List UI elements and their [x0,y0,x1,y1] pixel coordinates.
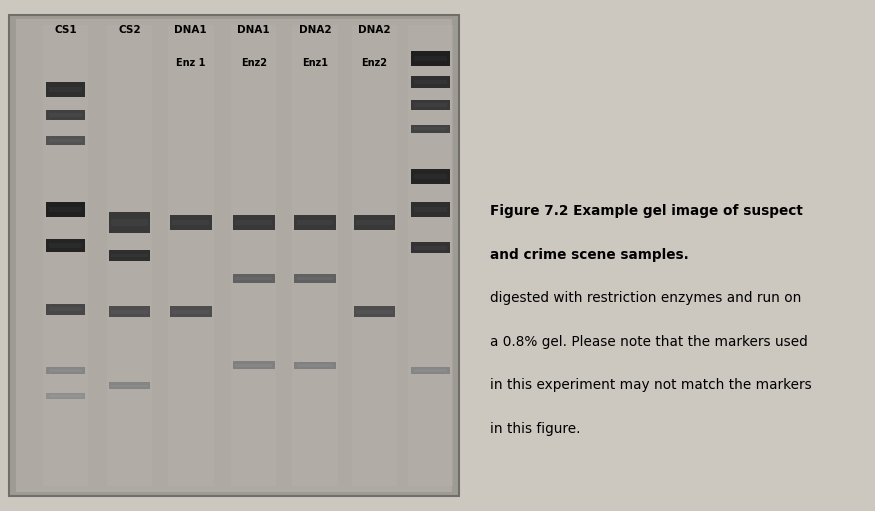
Bar [352,25,397,486]
Bar [111,385,148,387]
Text: CS2: CS2 [118,25,141,35]
Bar [172,310,209,314]
Text: in this experiment may not match the markers: in this experiment may not match the mar… [490,378,812,392]
Bar [297,220,333,225]
Bar [231,25,276,486]
Text: Enz2: Enz2 [241,58,267,68]
Bar [49,113,82,117]
Bar [108,212,150,233]
Text: Enz 1: Enz 1 [176,58,206,68]
Bar [46,304,85,315]
Bar [408,25,453,486]
Bar [46,82,85,97]
Bar [414,369,447,371]
Bar [356,220,393,225]
Bar [108,382,150,389]
Bar [16,19,452,492]
Bar [46,136,85,145]
Bar [49,395,82,397]
Text: DNA1: DNA1 [237,25,270,35]
Bar [414,103,447,106]
Text: Figure 7.2 Example gel image of suspect: Figure 7.2 Example gel image of suspect [490,204,803,218]
Bar [49,87,82,92]
Bar [9,15,459,496]
Bar [356,310,393,314]
Bar [411,169,450,184]
Bar [297,277,333,280]
Bar [111,219,148,226]
Bar [354,215,396,230]
Bar [107,25,152,486]
Bar [46,239,85,252]
Bar [414,80,447,84]
Bar [411,202,450,217]
Bar [108,250,150,261]
Bar [46,393,85,399]
Bar [292,25,338,486]
Bar [235,220,272,225]
Bar [411,51,450,66]
Bar [414,174,447,179]
Text: a 0.8% gel. Please note that the markers used: a 0.8% gel. Please note that the markers… [490,335,808,349]
Bar [294,274,336,283]
Bar [414,127,447,130]
Bar [43,25,88,486]
Bar [294,362,336,369]
Bar [46,110,85,120]
Bar [49,243,82,248]
Bar [411,100,450,110]
Bar [411,125,450,133]
Bar [414,207,447,212]
Bar [294,215,336,230]
Bar [411,76,450,88]
Bar [49,307,82,311]
Bar [411,367,450,374]
Bar [233,361,275,369]
Bar [411,242,450,253]
Bar [233,274,275,283]
Bar [170,306,212,317]
Bar [414,246,447,250]
Bar [172,220,209,225]
Bar [170,215,212,230]
Bar [233,215,275,230]
Text: DNA1: DNA1 [174,25,207,35]
Bar [111,254,148,257]
Bar [235,277,272,280]
Bar [108,306,150,317]
Bar [46,367,85,374]
Bar [46,202,85,217]
Text: DNA2: DNA2 [298,25,332,35]
Bar [111,310,148,314]
Bar [235,364,272,367]
Text: DNA2: DNA2 [358,25,391,35]
Text: Enz1: Enz1 [302,58,328,68]
Text: in this figure.: in this figure. [490,422,580,435]
Bar [297,364,333,366]
Bar [168,25,214,486]
Bar [49,369,82,371]
Text: Enz2: Enz2 [361,58,388,68]
Bar [414,56,447,61]
Text: and crime scene samples.: and crime scene samples. [490,248,689,262]
Bar [49,207,82,212]
Text: digested with restriction enzymes and run on: digested with restriction enzymes and ru… [490,291,802,305]
Bar [49,139,82,142]
Bar [354,306,396,317]
Text: CS1: CS1 [54,25,77,35]
